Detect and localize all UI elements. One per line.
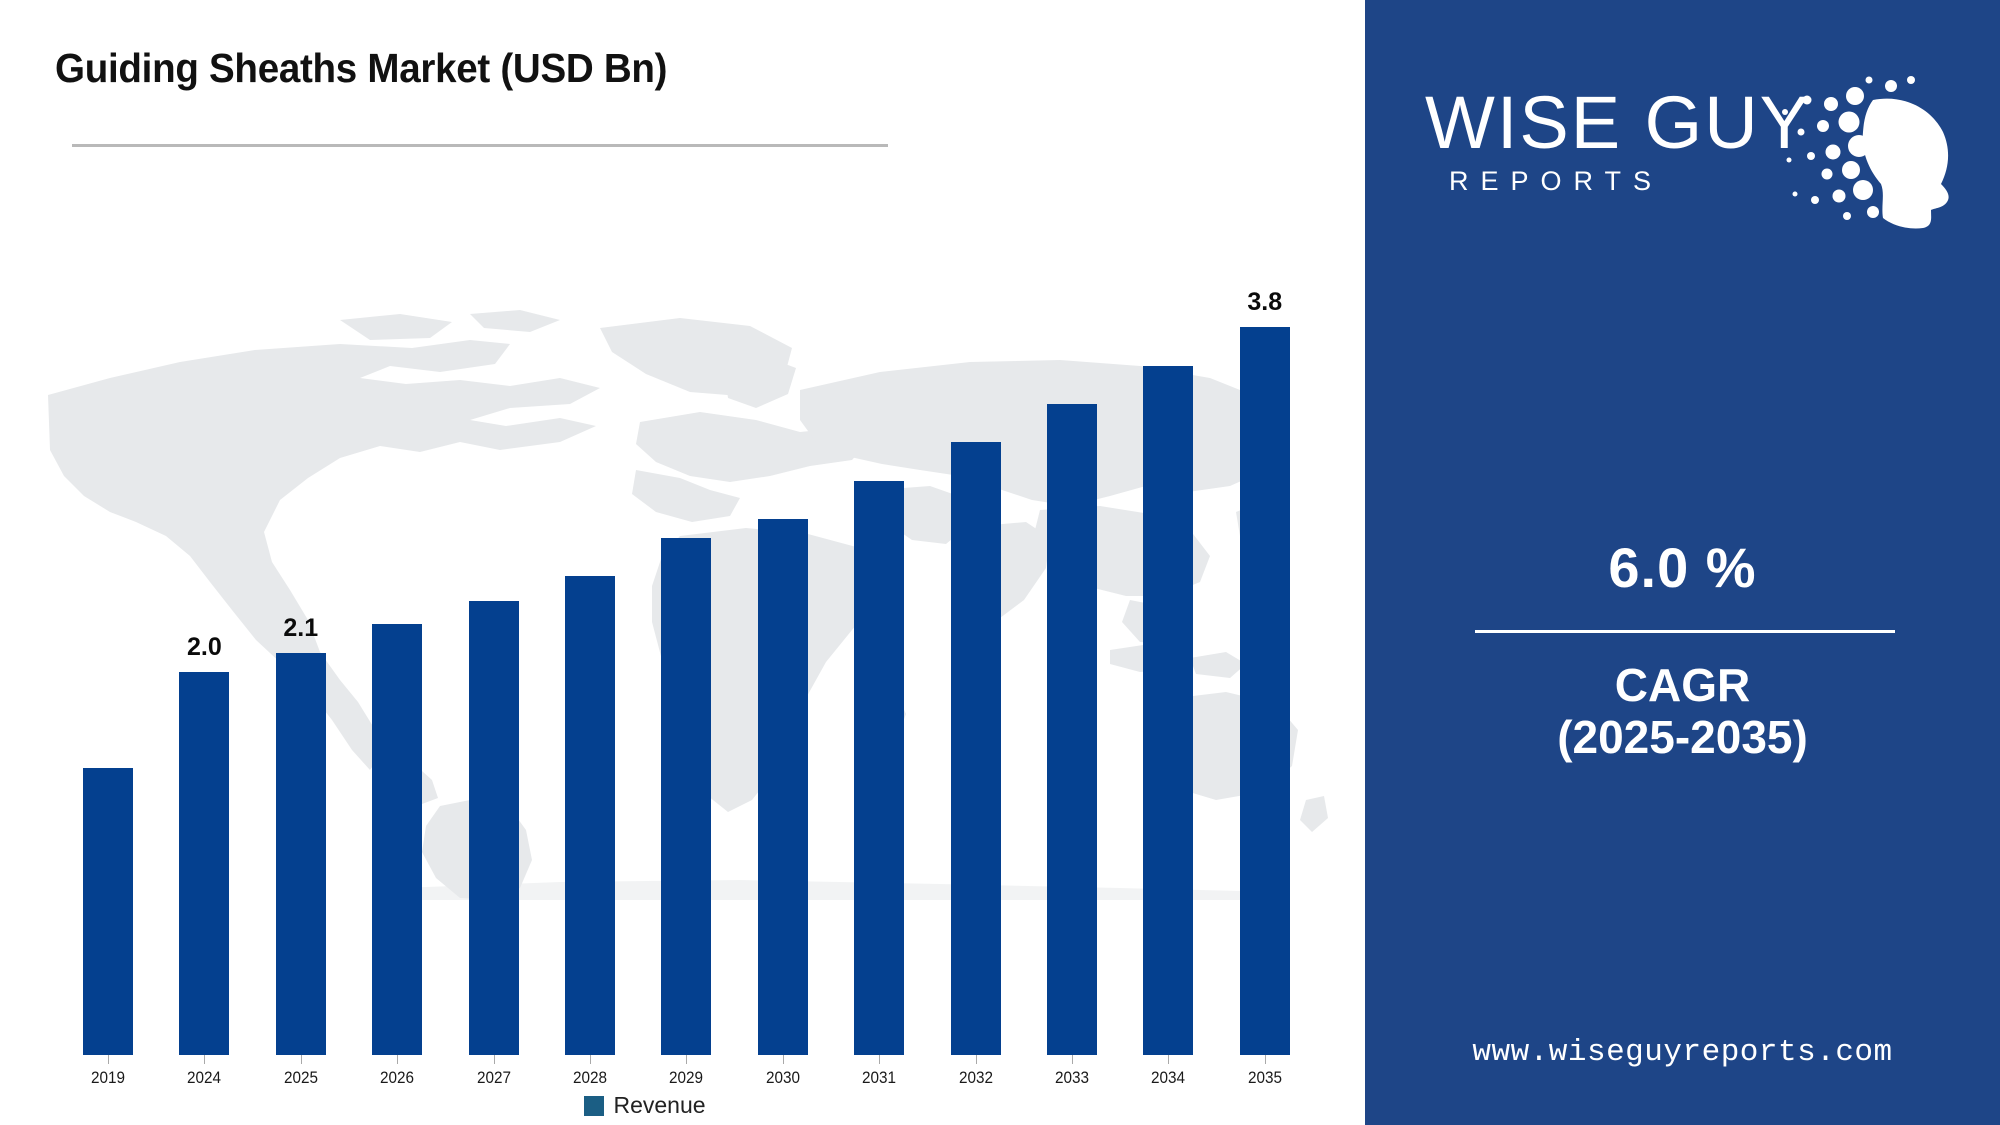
svg-text:WISE GUY: WISE GUY — [1425, 81, 1811, 164]
x-tick-2031 — [879, 1055, 881, 1064]
page-title: Guiding Sheaths Market (USD Bn) — [55, 45, 668, 91]
x-tick-2026 — [397, 1055, 399, 1064]
title-divider — [72, 144, 888, 147]
x-tick-2019 — [108, 1055, 109, 1064]
cagr-label: CAGR (2025-2035) — [1365, 659, 2000, 763]
bar-2030[interactable] — [757, 0, 808, 1055]
x-tick-2025 — [300, 1055, 302, 1064]
x-axis-label-2035: 2035 — [1247, 1068, 1282, 1087]
x-axis-label-2033: 2033 — [1054, 1068, 1090, 1087]
svg-text:REPORTS: REPORTS — [1449, 166, 1663, 196]
legend-label-revenue: Revenue — [613, 1092, 706, 1118]
x-axis-label-2032: 2032 — [958, 1068, 993, 1087]
bar-rect-2034[interactable] — [1143, 365, 1194, 1055]
chart-panel: Guiding Sheaths Market (USD Bn) — [0, 0, 1328, 1119]
bar-rect-2035[interactable] — [1239, 327, 1290, 1055]
bar-2033[interactable] — [1047, 0, 1097, 1055]
cagr-divider — [1475, 630, 1895, 633]
x-axis-label-2026: 2026 — [380, 1068, 415, 1087]
bar-rect-2025[interactable] — [275, 652, 326, 1055]
x-axis-label-2029: 2029 — [669, 1068, 704, 1087]
bar-rect-2030[interactable] — [757, 518, 808, 1055]
bar-value-label-2035: 3.8 — [1247, 288, 1283, 317]
x-tick-2027 — [493, 1055, 495, 1064]
bar-2031[interactable] — [854, 0, 905, 1055]
x-axis-label-2019: 2019 — [90, 1068, 126, 1087]
x-axis-label-2028: 2028 — [572, 1068, 608, 1087]
x-axis-label-2025: 2025 — [283, 1068, 318, 1087]
bar-2032[interactable] — [950, 0, 1001, 1055]
chart-legend: Revenue — [0, 1092, 1290, 1119]
x-tick-2032 — [975, 1055, 977, 1064]
bar-2028[interactable] — [565, 0, 615, 1055]
bar-2034[interactable] — [1143, 0, 1194, 1055]
x-tick-2034 — [1168, 1055, 1170, 1064]
bar-2035[interactable] — [1239, 0, 1290, 1055]
bar-rect-2026[interactable] — [372, 624, 423, 1055]
bar-rect-2027[interactable] — [468, 601, 519, 1055]
x-axis-label-2031: 2031 — [862, 1068, 897, 1087]
bar-rect-2024[interactable] — [179, 672, 230, 1055]
bar-rect-2019[interactable] — [83, 767, 133, 1055]
bar-rect-2029[interactable] — [661, 537, 712, 1055]
bar-rect-2032[interactable] — [950, 442, 1001, 1055]
brand-panel: WISE GUY REPORTS — [1365, 0, 2000, 1125]
cagr-value: 6.0 % — [1608, 536, 1757, 599]
bar-value-label-2025: 2.1 — [283, 613, 319, 642]
x-tick-2030 — [782, 1055, 784, 1064]
bar-rect-2033[interactable] — [1047, 403, 1097, 1055]
bar-2019[interactable] — [83, 0, 133, 1055]
x-tick-2029 — [686, 1055, 688, 1064]
bar-2024[interactable] — [179, 0, 230, 1055]
x-axis-label-2024: 2024 — [187, 1068, 222, 1087]
x-axis-label-2030: 2030 — [765, 1068, 800, 1087]
x-tick-2028 — [590, 1055, 591, 1064]
bar-value-label-2024: 2.0 — [187, 633, 222, 661]
legend-swatch-revenue — [584, 1095, 605, 1116]
bar-2029[interactable] — [661, 0, 712, 1055]
bar-2026[interactable] — [372, 0, 423, 1055]
cagr-label-line2: (2025-2035) — [1557, 710, 1808, 763]
x-tick-2024 — [204, 1055, 206, 1064]
x-axis-label-2034: 2034 — [1151, 1068, 1186, 1087]
wiseguy-reports-logo: WISE GUY REPORTS — [1365, 60, 2000, 230]
x-tick-2033 — [1072, 1055, 1073, 1064]
x-tick-2035 — [1264, 1055, 1266, 1064]
bar-rect-2028[interactable] — [565, 576, 615, 1055]
cagr-label-line1: CAGR — [1614, 659, 1751, 711]
bar-rect-2031[interactable] — [854, 480, 905, 1055]
x-axis-label-2027: 2027 — [476, 1068, 511, 1087]
bar-series — [83, 0, 1290, 1055]
bar-2027[interactable] — [468, 0, 519, 1055]
bar-2025[interactable] — [275, 0, 326, 1055]
website-url: www.wiseguyreports.com — [1472, 1035, 1893, 1070]
